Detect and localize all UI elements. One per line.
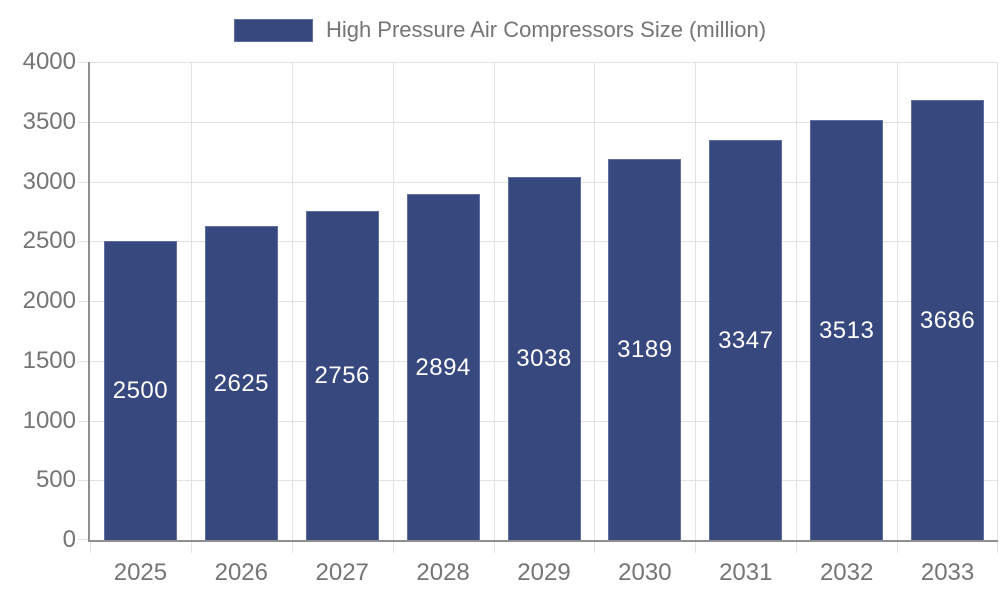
- bar-2031[interactable]: 3347: [709, 140, 783, 540]
- bar-value-label: 3347: [718, 326, 774, 354]
- gridline-horizontal: [90, 121, 998, 123]
- bar-value-label: 3513: [818, 316, 875, 344]
- y-axis-tick-label: 3500: [22, 107, 76, 135]
- legend-item[interactable]: High Pressure Air Compressors Size (mill…: [0, 17, 1000, 43]
- x-axis-tick-label: 2025: [113, 559, 168, 586]
- y-axis-tick-label: 1500: [22, 346, 76, 374]
- y-axis-tick-label: 4000: [22, 48, 76, 75]
- x-axis-tick: [897, 542, 898, 553]
- bar-2033[interactable]: 3686: [911, 100, 985, 540]
- x-axis-tick: [695, 542, 696, 553]
- gridline-vertical: [997, 62, 998, 540]
- x-axis-tick-label: 2032: [819, 559, 874, 586]
- x-axis-tick-label: 2030: [618, 559, 672, 586]
- x-axis-tick-label: 2026: [214, 559, 268, 586]
- bar-2026[interactable]: 2625: [204, 226, 278, 540]
- x-axis-tick: [292, 542, 293, 553]
- bar-2029[interactable]: 3038: [507, 177, 581, 540]
- y-axis-tick-label: 3000: [22, 167, 76, 195]
- y-axis-tick-label: 0: [62, 526, 76, 553]
- bar-value-label: 2625: [213, 369, 270, 397]
- y-axis-tick-label: 2000: [22, 287, 76, 314]
- bar-2030[interactable]: 3189: [608, 159, 682, 540]
- x-axis-tick-label: 2033: [920, 559, 975, 586]
- x-axis-tick-label: 2031: [719, 559, 773, 586]
- y-axis-tick: [78, 539, 88, 540]
- gridline-vertical: [393, 62, 394, 540]
- y-axis-tick: [78, 121, 88, 123]
- legend-swatch-icon: [233, 18, 313, 42]
- x-axis-tick: [494, 542, 495, 553]
- y-axis-tick: [78, 241, 88, 243]
- y-axis-tick: [78, 181, 88, 183]
- gridline-horizontal: [90, 62, 998, 63]
- gridline-vertical: [191, 62, 192, 540]
- bar-2027[interactable]: 2756: [305, 211, 379, 540]
- bar-value-label: 2756: [314, 362, 370, 389]
- x-axis-tick: [90, 542, 91, 553]
- x-axis-tick: [997, 542, 998, 553]
- gridline-vertical: [292, 62, 293, 540]
- x-axis-tick: [796, 542, 797, 553]
- bar-value-label: 2500: [112, 377, 169, 404]
- x-axis-tick: [594, 542, 595, 553]
- bar-value-label: 3686: [919, 306, 976, 334]
- bar-value-label: 3038: [516, 345, 572, 372]
- bar-2032[interactable]: 3513: [810, 120, 884, 540]
- x-axis-tick-label: 2027: [315, 559, 369, 586]
- x-axis-tick: [191, 542, 192, 553]
- x-axis-tick-label: 2029: [517, 559, 571, 586]
- gridline-vertical: [695, 62, 696, 540]
- bar-value-label: 3189: [617, 336, 673, 363]
- bar-2025[interactable]: 2500: [103, 241, 177, 540]
- x-axis-tick: [393, 542, 394, 553]
- y-axis-tick-label: 1000: [22, 406, 76, 434]
- plot-area: 0 500 1000 1500 2000 2500 3000 3500 4000 2500 2025…: [23, 48, 998, 586]
- legend-label: High Pressure Air Compressors Size (mill…: [325, 17, 767, 42]
- y-axis-tick-label: 2500: [22, 227, 76, 255]
- gridline-vertical: [897, 62, 898, 540]
- y-axis-tick: [78, 360, 88, 362]
- gridline-vertical: [494, 62, 495, 540]
- y-axis-tick: [78, 301, 88, 302]
- y-axis-tick-label: 500: [35, 466, 76, 494]
- bar-value-label: 2894: [415, 353, 471, 381]
- y-axis-tick: [78, 62, 88, 63]
- bar-2028[interactable]: 2894: [406, 194, 480, 540]
- gridline-vertical: [594, 62, 595, 540]
- gridline-vertical: [796, 62, 797, 540]
- x-axis-tick-label: 2028: [416, 559, 470, 586]
- y-axis-tick: [78, 480, 88, 482]
- y-axis-tick: [78, 420, 88, 422]
